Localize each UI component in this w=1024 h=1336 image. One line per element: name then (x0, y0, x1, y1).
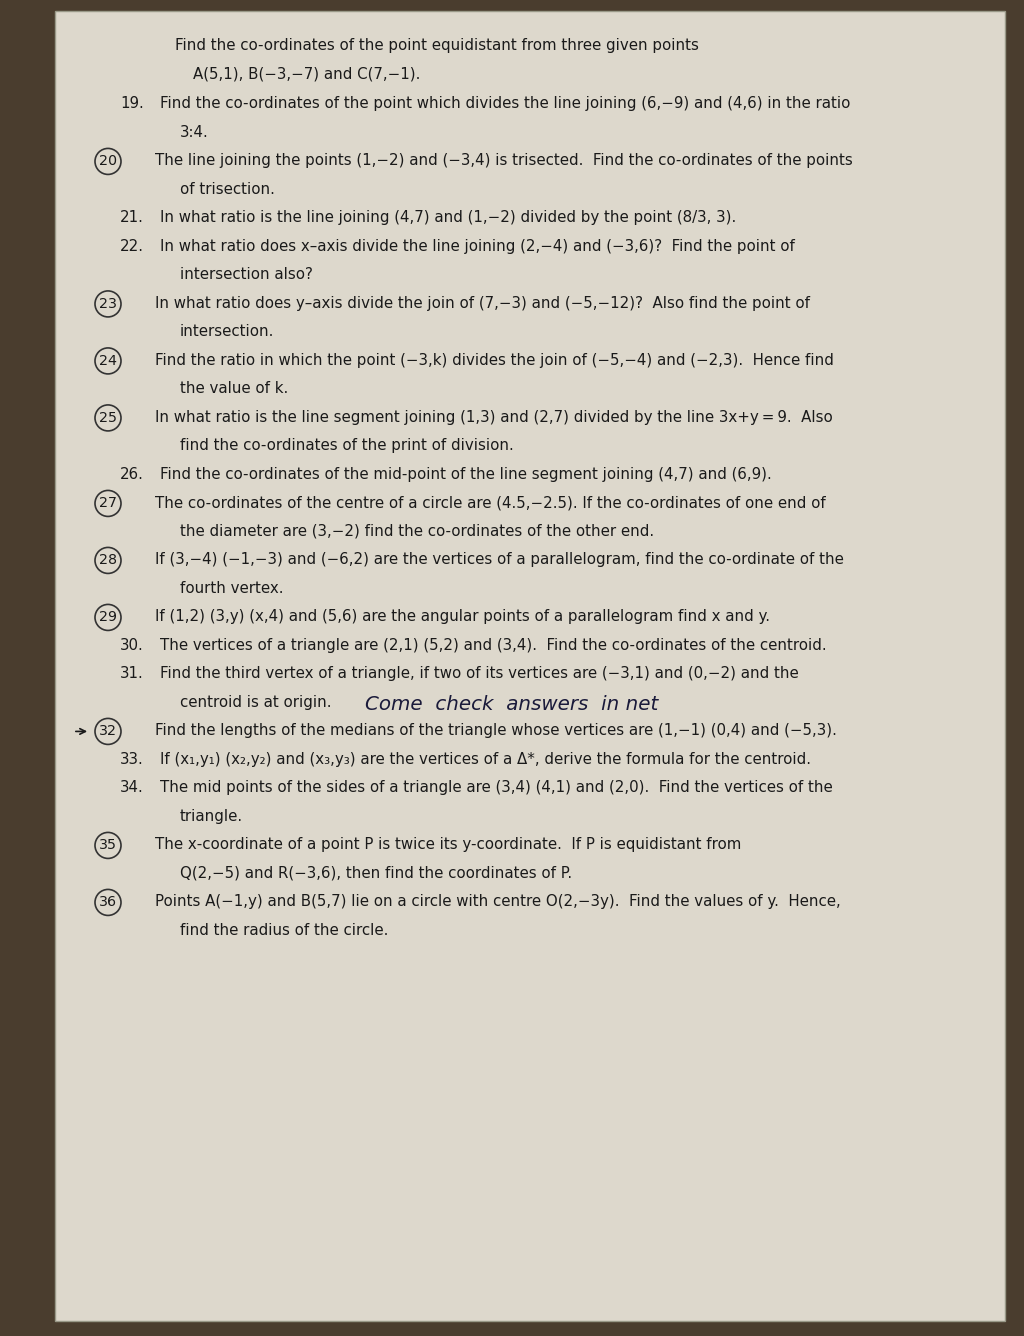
Text: 31.: 31. (120, 667, 143, 681)
Text: 23: 23 (99, 297, 117, 311)
Text: 33.: 33. (120, 752, 143, 767)
Text: The x-coordinate of a point P is twice its y-coordinate.  If P is equidistant fr: The x-coordinate of a point P is twice i… (155, 838, 741, 852)
Text: In what ratio does y–axis divide the join of (7,−3) and (−5,−12)?  Also find the: In what ratio does y–axis divide the joi… (155, 297, 810, 311)
Text: 20: 20 (99, 155, 117, 168)
Text: Q(2,−5) and R(−3,6), then find the coordinates of P.: Q(2,−5) and R(−3,6), then find the coord… (180, 866, 572, 880)
Text: 25: 25 (99, 411, 117, 425)
Text: 36: 36 (99, 895, 117, 910)
Text: Find the co-ordinates of the point equidistant from three given points: Find the co-ordinates of the point equid… (175, 37, 698, 53)
Text: intersection also?: intersection also? (180, 267, 313, 282)
Text: 32: 32 (99, 724, 117, 739)
Text: The line joining the points (1,−2) and (−3,4) is trisected.  Find the co-ordinat: The line joining the points (1,−2) and (… (155, 154, 853, 168)
Text: the value of k.: the value of k. (180, 381, 288, 397)
Text: Find the third vertex of a triangle, if two of its vertices are (−3,1) and (0,−2: Find the third vertex of a triangle, if … (160, 667, 799, 681)
Text: find the radius of the circle.: find the radius of the circle. (180, 923, 388, 938)
Text: 28: 28 (99, 553, 117, 568)
Text: 34.: 34. (120, 780, 143, 795)
Text: intersection.: intersection. (180, 325, 274, 339)
Text: If (x₁,y₁) (x₂,y₂) and (x₃,y₃) are the vertices of a Δ*, derive the formula for : If (x₁,y₁) (x₂,y₂) and (x₃,y₃) are the v… (160, 752, 811, 767)
Text: In what ratio is the line segment joining (1,3) and (2,7) divided by the line 3x: In what ratio is the line segment joinin… (155, 410, 833, 425)
Text: If (3,−4) (−1,−3) and (−6,2) are the vertices of a parallelogram, find the co-or: If (3,−4) (−1,−3) and (−6,2) are the ver… (155, 552, 844, 568)
Text: 26.: 26. (120, 466, 144, 482)
Text: 27: 27 (99, 497, 117, 510)
Text: Find the co-ordinates of the mid-point of the line segment joining (4,7) and (6,: Find the co-ordinates of the mid-point o… (160, 466, 772, 482)
Text: 19.: 19. (120, 96, 143, 111)
Text: In what ratio does x–axis divide the line joining (2,−4) and (−3,6)?  Find the p: In what ratio does x–axis divide the lin… (160, 239, 795, 254)
Text: the diameter are (3,−2) find the co-ordinates of the other end.: the diameter are (3,−2) find the co-ordi… (180, 524, 654, 538)
Text: 3:4.: 3:4. (180, 126, 209, 140)
Text: Find the ratio in which the point (−3,k) divides the join of (−5,−4) and (−2,3).: Find the ratio in which the point (−3,k)… (155, 353, 834, 367)
Text: fourth vertex.: fourth vertex. (180, 581, 284, 596)
Text: find the co-ordinates of the print of division.: find the co-ordinates of the print of di… (180, 438, 514, 453)
Text: Come  check  answers  in net: Come check answers in net (365, 695, 658, 713)
Text: If (1,2) (3,y) (x,4) and (5,6) are the angular points of a parallelogram find x : If (1,2) (3,y) (x,4) and (5,6) are the a… (155, 609, 770, 624)
Text: of trisection.: of trisection. (180, 182, 274, 196)
Text: 30.: 30. (120, 637, 143, 653)
Text: Points A(−1,y) and B(5,7) lie on a circle with centre O(2,−3y).  Find the values: Points A(−1,y) and B(5,7) lie on a circl… (155, 894, 841, 910)
Text: A(5,1), B(−3,−7) and C(7,−1).: A(5,1), B(−3,−7) and C(7,−1). (193, 67, 421, 81)
Text: In what ratio is the line joining (4,7) and (1,−2) divided by the point (8/3, 3): In what ratio is the line joining (4,7) … (160, 211, 736, 226)
Text: centroid is at origin.: centroid is at origin. (180, 695, 332, 709)
Text: 35: 35 (99, 839, 117, 852)
Text: 22.: 22. (120, 239, 144, 254)
Text: 29: 29 (99, 611, 117, 624)
Text: 21.: 21. (120, 211, 144, 226)
Text: The vertices of a triangle are (2,1) (5,2) and (3,4).  Find the co-ordinates of : The vertices of a triangle are (2,1) (5,… (160, 637, 826, 653)
Text: 24: 24 (99, 354, 117, 367)
Text: triangle.: triangle. (180, 808, 243, 824)
Text: Find the lengths of the medians of the triangle whose vertices are (1,−1) (0,4) : Find the lengths of the medians of the t… (155, 723, 837, 739)
Text: The mid points of the sides of a triangle are (3,4) (4,1) and (2,0).  Find the v: The mid points of the sides of a triangl… (160, 780, 833, 795)
Text: The co-ordinates of the centre of a circle are (4.5,−2.5). If the co-ordinates o: The co-ordinates of the centre of a circ… (155, 496, 825, 510)
Text: Find the co-ordinates of the point which divides the line joining (6,−9) and (4,: Find the co-ordinates of the point which… (160, 96, 850, 111)
